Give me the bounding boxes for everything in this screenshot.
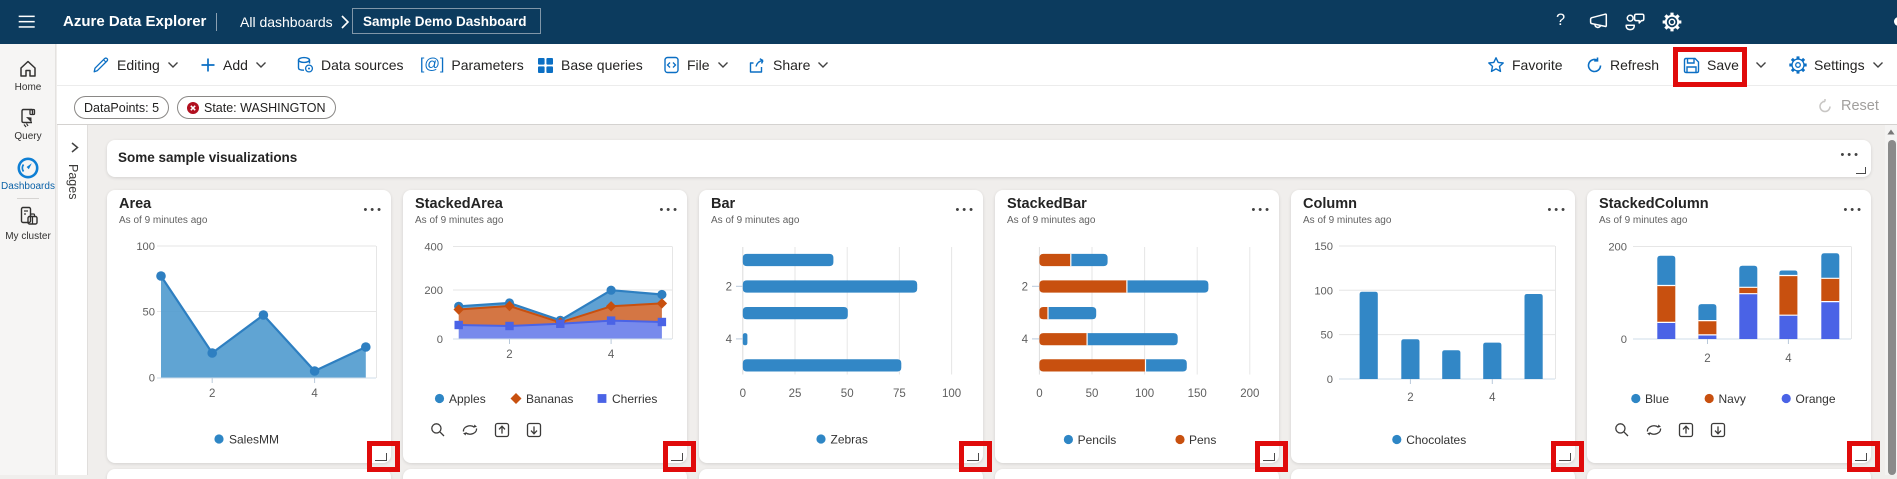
svg-text:200: 200	[1608, 242, 1627, 254]
svg-text:400: 400	[424, 242, 443, 254]
svg-text:Cherries: Cherries	[612, 392, 657, 406]
svg-text:50: 50	[143, 307, 155, 319]
svg-text:4: 4	[608, 349, 615, 361]
svg-text:Blue: Blue	[1645, 392, 1669, 406]
svg-text:Apples: Apples	[449, 392, 486, 406]
svg-text:0: 0	[1327, 374, 1333, 386]
svg-text:75: 75	[893, 388, 906, 400]
svg-text:0: 0	[740, 388, 746, 400]
svg-text:0: 0	[1621, 334, 1627, 346]
svg-text:200: 200	[1240, 388, 1259, 400]
svg-text:Chocolates: Chocolates	[1406, 433, 1466, 447]
svg-text:2: 2	[1407, 392, 1413, 404]
svg-text:0: 0	[149, 373, 155, 385]
svg-text:Pencils: Pencils	[1078, 433, 1117, 447]
svg-text:2: 2	[726, 281, 732, 293]
svg-text:0: 0	[1036, 388, 1042, 400]
svg-text:Pens: Pens	[1189, 433, 1216, 447]
svg-text:0: 0	[437, 334, 443, 346]
svg-text:SalesMM: SalesMM	[229, 433, 279, 447]
svg-text:4: 4	[1489, 392, 1496, 404]
svg-text:100: 100	[136, 241, 155, 253]
svg-text:50: 50	[1086, 388, 1099, 400]
svg-text:Orange: Orange	[1796, 392, 1836, 406]
svg-text:4: 4	[311, 388, 318, 400]
svg-text:2: 2	[1704, 353, 1710, 365]
svg-text:4: 4	[1022, 334, 1029, 346]
svg-text:100: 100	[1314, 285, 1333, 297]
svg-text:4: 4	[726, 334, 733, 346]
svg-text:150: 150	[1188, 388, 1207, 400]
svg-text:2: 2	[506, 349, 512, 361]
svg-text:Bananas: Bananas	[526, 392, 573, 406]
svg-text:150: 150	[1314, 241, 1333, 253]
svg-text:50: 50	[1321, 330, 1333, 342]
svg-text:2: 2	[1022, 281, 1028, 293]
svg-text:50: 50	[841, 388, 854, 400]
svg-text:2: 2	[209, 388, 215, 400]
svg-text:4: 4	[1785, 353, 1792, 365]
svg-text:100: 100	[942, 388, 961, 400]
svg-text:25: 25	[789, 388, 802, 400]
svg-text:Zebras: Zebras	[831, 433, 868, 447]
svg-text:100: 100	[1135, 388, 1154, 400]
svg-text:Navy: Navy	[1719, 392, 1746, 406]
svg-text:200: 200	[424, 285, 443, 297]
